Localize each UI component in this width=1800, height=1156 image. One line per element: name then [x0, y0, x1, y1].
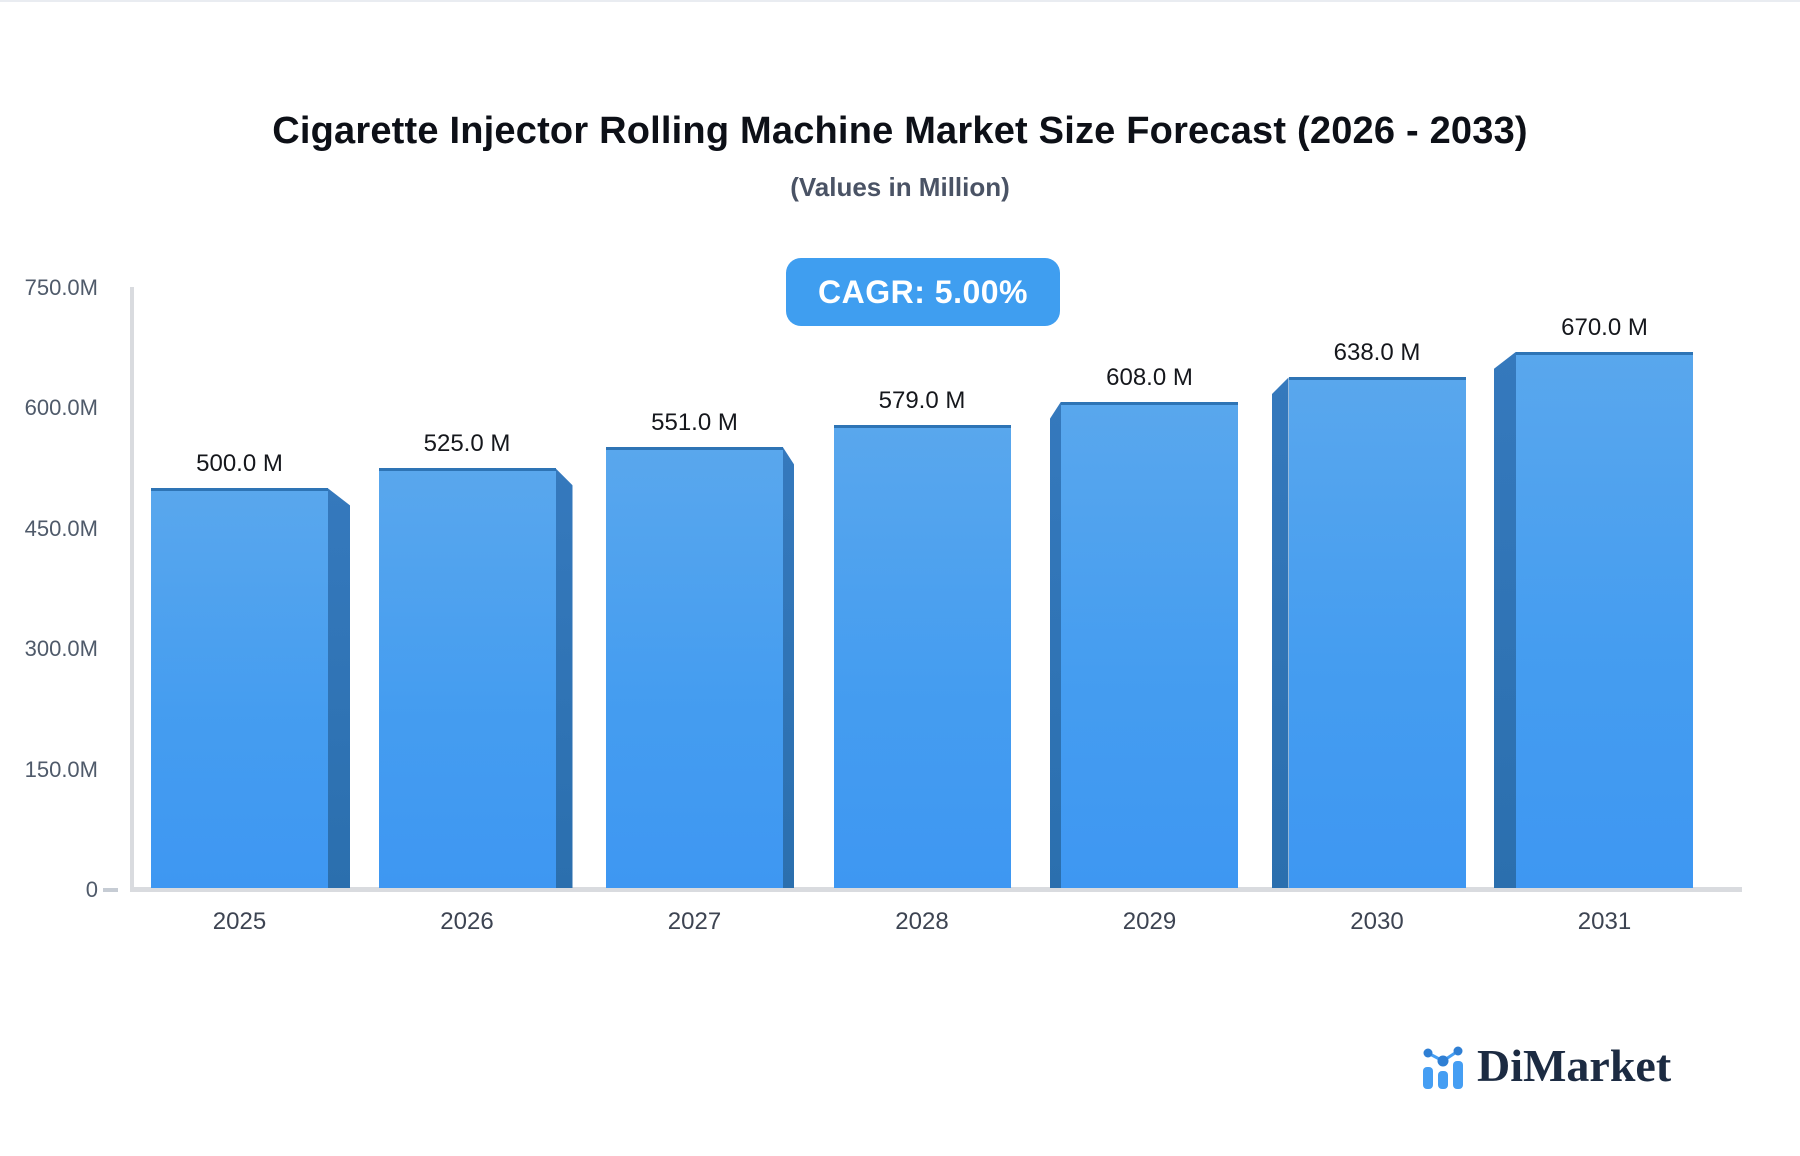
bar-value-label: 525.0 M [423, 430, 511, 458]
bar-value-label: 579.0 M [878, 386, 966, 414]
bar-3d-side [555, 468, 573, 888]
y-axis-line [130, 287, 134, 892]
bar [833, 424, 1011, 888]
bar-3d-side [1050, 401, 1061, 888]
bar-value-label: 500.0 M [196, 450, 283, 478]
bar [606, 447, 783, 888]
bar-3d-side [783, 447, 794, 888]
y-tick-label: 450.0M [24, 515, 98, 541]
x-tick-label: 2030 [1350, 908, 1404, 935]
bar [1061, 401, 1238, 888]
zero-tick-mark [103, 888, 118, 892]
bar-chart-logo-icon [1423, 1046, 1463, 1089]
bar [1516, 351, 1693, 888]
x-tick-label: 2026 [440, 908, 494, 935]
bar [378, 468, 556, 888]
bar-value-label: 638.0 M [1333, 339, 1421, 367]
y-tick-label: 150.0M [24, 756, 98, 782]
bar-3d-side [328, 488, 350, 888]
bar-value-label: 551.0 M [651, 409, 738, 437]
cagr-badge: CAGR: 5.00% [786, 258, 1060, 326]
bar [151, 488, 328, 888]
chart-title: Cigarette Injector Rolling Machine Marke… [272, 110, 1528, 152]
bar-3d-side [1271, 377, 1289, 888]
x-tick-label: 2027 [667, 908, 722, 935]
y-tick-label: 750.0M [24, 274, 98, 300]
bar-value-label: 608.0 M [1106, 363, 1193, 391]
brand-logo-text: DiMarket [1477, 1040, 1672, 1091]
x-tick-label: 2031 [1577, 908, 1632, 935]
y-tick-label: 600.0M [24, 395, 98, 420]
bar [1288, 377, 1466, 888]
y-tick-label: 300.0M [24, 636, 98, 661]
cagr-badge-label: CAGR: 5.00% [818, 273, 1028, 310]
x-tick-label: 2028 [895, 908, 949, 935]
x-tick-label: 2025 [212, 908, 267, 935]
bar-value-label: 670.0 M [1561, 313, 1648, 341]
x-axis-baseline [130, 887, 1742, 892]
x-tick-label: 2029 [1122, 908, 1177, 935]
bar-3d-side [1494, 351, 1516, 888]
brand-logo: DiMarket [1421, 1040, 1671, 1092]
y-tick-label: 0 [85, 877, 98, 902]
chart-subtitle: (Values in Million) [790, 172, 1010, 202]
